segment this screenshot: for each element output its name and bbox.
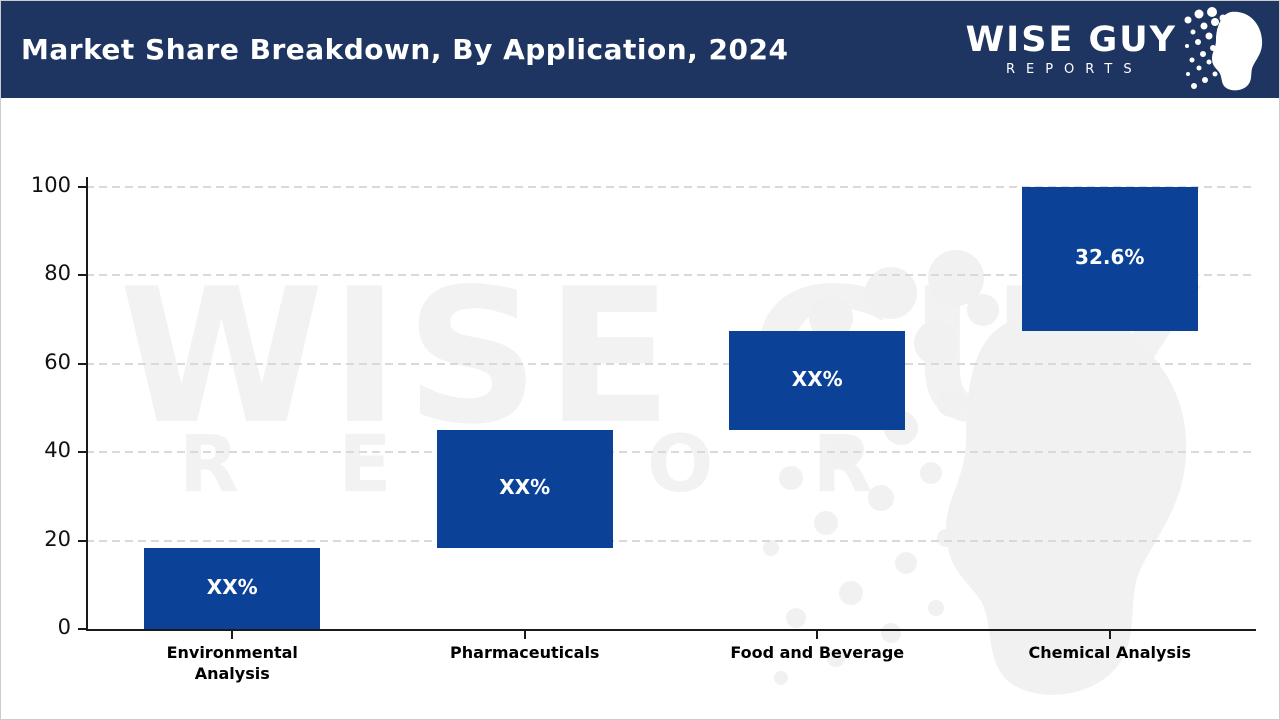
logo-wordmark: WISE GUY REPORTS xyxy=(965,19,1177,77)
head-profile-icon xyxy=(1184,6,1263,90)
y-gridline xyxy=(86,451,1256,454)
header-bar: Market Share Breakdown, By Application, … xyxy=(1,1,1279,98)
bar-value-label: 32.6% xyxy=(1075,245,1145,270)
y-tick-mark xyxy=(78,628,86,630)
market-share-bar xyxy=(144,548,321,629)
wise-guy-logo: WISE GUY REPORTS xyxy=(966,1,1265,98)
y-tick-label: 40 xyxy=(44,438,71,463)
y-gridline xyxy=(86,186,1256,188)
x-category-label: Food and Beverage xyxy=(730,643,905,662)
y-tick-label: 100 xyxy=(30,173,71,197)
bar-value-label: XX% xyxy=(206,574,258,599)
y-tick-mark xyxy=(78,451,86,454)
y-gridline xyxy=(86,362,1256,365)
market-share-bar xyxy=(729,331,906,431)
market-share-bar xyxy=(1021,187,1198,332)
y-tick-label: 60 xyxy=(44,349,71,374)
y-tick-mark xyxy=(78,362,86,365)
logo-name: WISE GUY xyxy=(965,19,1177,60)
y-tick-mark xyxy=(78,539,86,542)
y-tick-label: 20 xyxy=(44,526,71,551)
y-tick-label: 0 xyxy=(57,615,71,639)
y-tick-mark xyxy=(78,274,86,277)
x-tick-mark xyxy=(1108,631,1111,639)
x-axis-line xyxy=(86,629,1256,631)
y-tick-label: 80 xyxy=(44,261,71,286)
logo-subtitle: REPORTS xyxy=(1005,61,1143,77)
y-gridline xyxy=(86,274,1256,277)
bar-value-label: XX% xyxy=(499,475,551,500)
bar-value-label: XX% xyxy=(791,366,843,391)
chart-area: WISE GUY R E P O R T S 0 20 40 60 80 100 XX% En… xyxy=(1,98,1279,719)
x-category-label: Environmental Analysis xyxy=(166,643,298,683)
y-gridline xyxy=(86,539,1256,542)
page-title: Market Share Breakdown, By Application, … xyxy=(21,33,789,66)
plot-area: 0 20 40 60 80 100 XX% Environmental Analysis XX%… xyxy=(1,98,1279,719)
y-tick-mark xyxy=(78,186,86,188)
x-category-label: Chemical Analysis xyxy=(1028,643,1192,662)
y-axis-line xyxy=(86,177,88,631)
x-tick-mark xyxy=(523,631,526,639)
x-category-label: Pharmaceuticals xyxy=(450,643,600,662)
market-share-bar xyxy=(436,430,613,549)
x-tick-mark xyxy=(231,631,234,639)
x-tick-mark xyxy=(816,631,819,639)
